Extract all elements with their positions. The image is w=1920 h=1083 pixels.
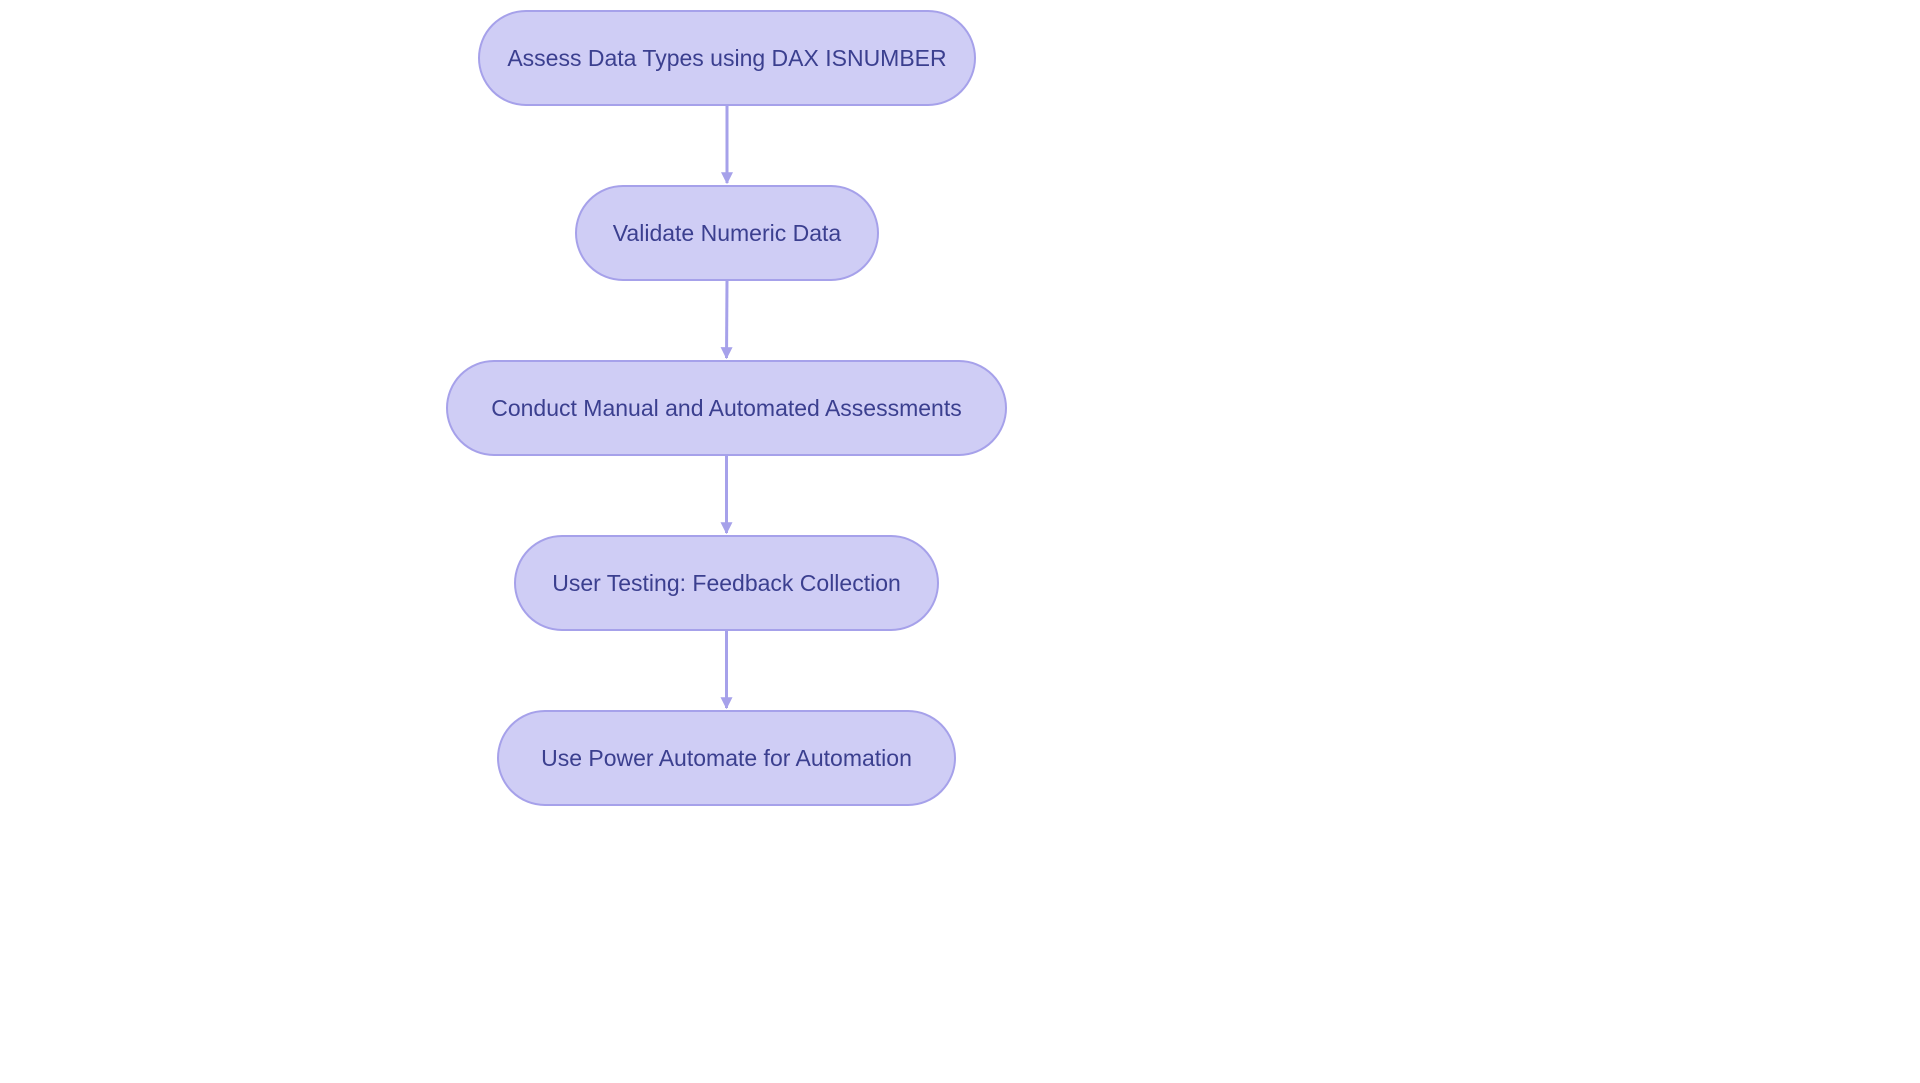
flowchart-node-label: Use Power Automate for Automation <box>541 745 912 772</box>
flowchart-edges <box>0 0 1920 1083</box>
flowchart-node: Assess Data Types using DAX ISNUMBER <box>478 10 976 106</box>
flowchart-canvas: Assess Data Types using DAX ISNUMBER Vali… <box>0 0 1920 1083</box>
flowchart-node: Validate Numeric Data <box>575 185 879 281</box>
flowchart-edge <box>727 281 728 358</box>
flowchart-node-label: Assess Data Types using DAX ISNUMBER <box>507 45 946 72</box>
flowchart-node-label: Validate Numeric Data <box>613 220 841 247</box>
flowchart-node: Conduct Manual and Automated Assessments <box>446 360 1007 456</box>
flowchart-node: Use Power Automate for Automation <box>497 710 956 806</box>
flowchart-node: User Testing: Feedback Collection <box>514 535 939 631</box>
flowchart-node-label: Conduct Manual and Automated Assessments <box>491 395 962 422</box>
flowchart-node-label: User Testing: Feedback Collection <box>552 570 901 597</box>
